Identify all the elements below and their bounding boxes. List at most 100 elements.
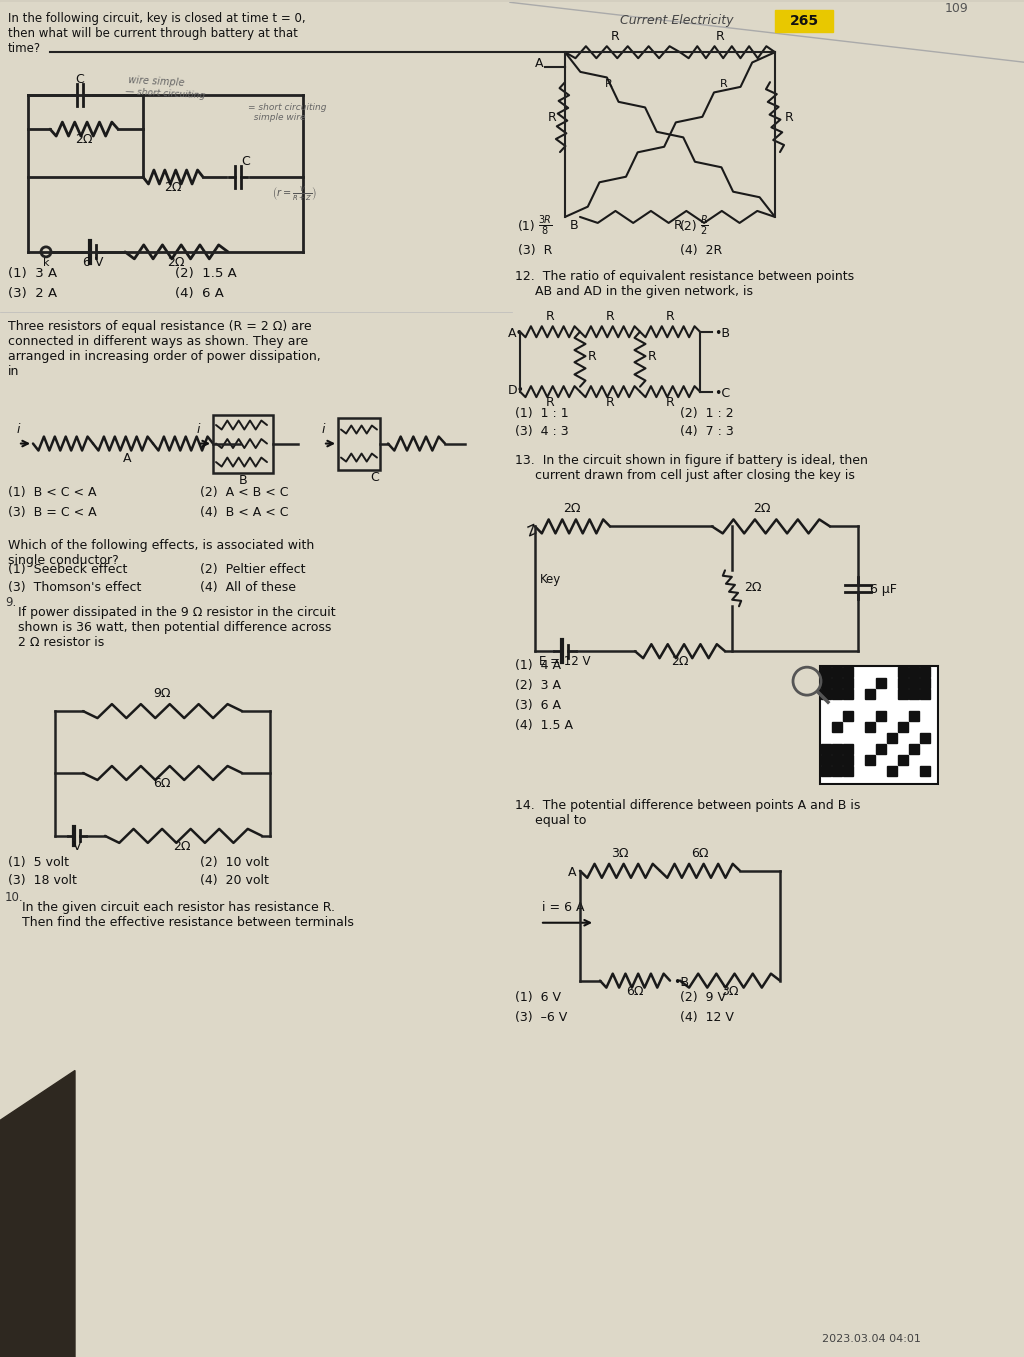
Bar [887, 765, 897, 776]
Bar [898, 678, 908, 688]
Bar [920, 733, 930, 744]
Text: $\frac{R}{2}$: $\frac{R}{2}$ [700, 213, 709, 237]
Text: 12.  The ratio of equivalent resistance between points
     AB and AD in the giv: 12. The ratio of equivalent resistance b… [515, 270, 854, 297]
Text: 6Ω: 6Ω [154, 778, 171, 790]
Text: R: R [666, 396, 675, 408]
Text: (2)  3 A: (2) 3 A [515, 678, 561, 692]
Text: 13.  In the circuit shown in figure if battery is ideal, then
     current drawn: 13. In the circuit shown in figure if ba… [515, 453, 868, 482]
Bar [843, 754, 853, 765]
Text: (2)  A < B < C: (2) A < B < C [200, 486, 289, 499]
Text: E = 12 V: E = 12 V [540, 655, 591, 668]
Bar [865, 754, 874, 765]
Bar [887, 733, 897, 744]
Text: (2)  9 V: (2) 9 V [680, 991, 726, 1004]
Text: 265: 265 [790, 15, 818, 28]
Text: R: R [674, 218, 682, 232]
Bar [876, 711, 886, 721]
Text: (3)  18 volt: (3) 18 volt [8, 874, 77, 887]
Text: 2Ω: 2Ω [754, 502, 771, 516]
Text: (4)  6 A: (4) 6 A [175, 286, 224, 300]
Text: R: R [546, 309, 554, 323]
Text: 14.  The potential difference between points A and B is
     equal to: 14. The potential difference between poi… [515, 799, 860, 826]
Text: R: R [588, 350, 597, 362]
Text: z: z [523, 520, 540, 540]
Bar [213, 415, 273, 472]
Bar [865, 722, 874, 731]
Bar [909, 744, 919, 754]
Text: A: A [568, 866, 577, 879]
Bar [338, 418, 380, 470]
Text: R: R [720, 79, 728, 90]
Bar [831, 668, 842, 677]
Bar [831, 678, 842, 688]
Text: i = 6 A: i = 6 A [542, 901, 585, 913]
Text: 2Ω: 2Ω [173, 840, 190, 852]
Text: •B: •B [673, 976, 689, 989]
Text: wire simple: wire simple [128, 75, 184, 88]
Text: $\left(r=\frac{V}{R+Z}\right)$: $\left(r=\frac{V}{R+Z}\right)$ [272, 185, 316, 204]
Text: 2Ω: 2Ω [164, 180, 181, 194]
Text: (2)  1 : 2: (2) 1 : 2 [680, 407, 733, 419]
Text: R: R [610, 30, 620, 43]
Text: (2)  1.5 A: (2) 1.5 A [175, 267, 237, 280]
Text: 2Ω: 2Ω [744, 581, 762, 594]
Bar [876, 678, 886, 688]
Text: R: R [548, 111, 557, 123]
Text: V: V [73, 840, 81, 852]
Text: (1)  6 V: (1) 6 V [515, 991, 561, 1004]
Text: Three resistors of equal resistance (R = 2 Ω) are
connected in different ways as: Three resistors of equal resistance (R =… [8, 320, 321, 377]
Bar [876, 744, 886, 754]
Text: In the following circuit, key is closed at time t = 0,
then what will be current: In the following circuit, key is closed … [8, 12, 305, 56]
Text: B: B [239, 475, 248, 487]
Text: R: R [785, 111, 794, 123]
Text: 6 μF: 6 μF [870, 584, 897, 596]
Text: C: C [371, 471, 379, 484]
Text: (3)  4 : 3: (3) 4 : 3 [515, 425, 568, 437]
Text: (3)  6 A: (3) 6 A [515, 699, 561, 712]
Text: (4)  All of these: (4) All of these [200, 581, 296, 594]
Text: R: R [648, 350, 656, 362]
Polygon shape [0, 1071, 75, 1357]
Bar [831, 754, 842, 765]
Bar [920, 689, 930, 699]
Text: D•: D• [508, 384, 525, 396]
Text: $\frac{3R}{8}$: $\frac{3R}{8}$ [538, 213, 553, 237]
Text: k: k [43, 258, 49, 267]
Bar [898, 722, 908, 731]
Text: R: R [605, 396, 614, 408]
Bar [831, 689, 842, 699]
Text: 3Ω: 3Ω [611, 847, 629, 860]
Text: (4)  1.5 A: (4) 1.5 A [515, 719, 573, 731]
Bar [821, 689, 831, 699]
Text: (4)  7 : 3: (4) 7 : 3 [680, 425, 734, 437]
Text: (1)  4 A: (1) 4 A [515, 660, 561, 672]
Text: (3)  –6 V: (3) –6 V [515, 1011, 567, 1023]
Text: (3)  2 A: (3) 2 A [8, 286, 57, 300]
Bar [920, 765, 930, 776]
Text: (4)  20 volt: (4) 20 volt [200, 874, 269, 887]
Text: 109: 109 [945, 3, 969, 15]
Text: A: A [535, 57, 544, 71]
Text: A: A [123, 452, 131, 464]
Bar [843, 689, 853, 699]
Text: R: R [605, 79, 612, 90]
Bar [865, 689, 874, 699]
Text: (1)  3 A: (1) 3 A [8, 267, 57, 280]
Text: i: i [197, 422, 201, 436]
Text: — short circuiting: — short circuiting [125, 87, 206, 100]
Text: R: R [605, 309, 614, 323]
Text: R: R [666, 309, 675, 323]
Text: 6 V: 6 V [83, 256, 103, 269]
Text: Current Electricity: Current Electricity [620, 15, 733, 27]
Text: 3Ω: 3Ω [721, 985, 738, 997]
Text: C: C [76, 73, 84, 85]
Text: simple wire: simple wire [248, 113, 305, 122]
Bar [843, 765, 853, 776]
Text: = short circuiting: = short circuiting [248, 103, 327, 113]
Bar [909, 689, 919, 699]
Text: i: i [17, 422, 20, 436]
Bar [831, 765, 842, 776]
Text: (1)  Seebeck effect: (1) Seebeck effect [8, 563, 127, 577]
Bar [920, 678, 930, 688]
Bar [898, 754, 908, 765]
